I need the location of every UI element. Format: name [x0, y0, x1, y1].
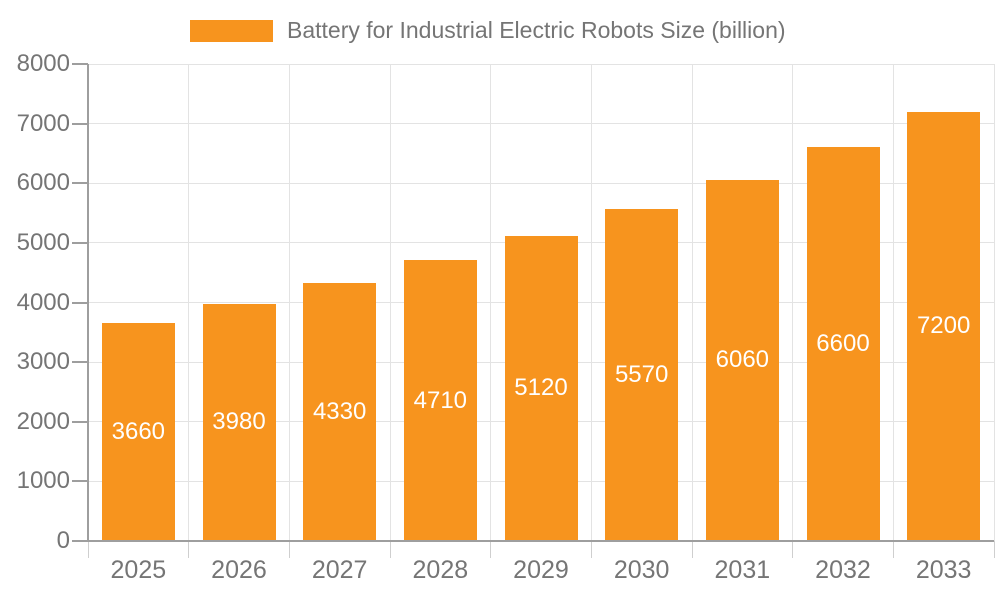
x-axis-tick-label: 2030: [613, 556, 670, 584]
bar-value-label: 4330: [312, 397, 367, 425]
bar-value-label: 4710: [413, 386, 468, 414]
y-axis-tick-label: 4000: [16, 288, 70, 316]
y-axis-tick-label: 7000: [16, 109, 70, 137]
x-axis-tick: [892, 541, 894, 558]
bar[interactable]: 3980: [202, 303, 276, 541]
gridline-horizontal: [88, 123, 994, 125]
y-axis-tick-label: 5000: [16, 228, 70, 256]
bar[interactable]: 6060: [705, 179, 779, 541]
gridline-vertical: [490, 64, 492, 541]
gridline-horizontal: [88, 63, 994, 65]
x-axis-line: [88, 540, 994, 542]
x-axis-tick-label: 2028: [412, 556, 469, 584]
x-axis-tick: [590, 541, 592, 558]
gridline-vertical: [288, 64, 290, 541]
bar[interactable]: 7200: [907, 111, 981, 541]
bar-value-label: 6600: [816, 330, 870, 358]
gridline-vertical: [691, 64, 693, 541]
legend-label: Battery for Industrial Electric Robots S…: [287, 17, 786, 43]
gridline-vertical: [892, 64, 894, 541]
gridline-vertical: [993, 64, 995, 541]
y-axis-tick-label: 8000: [16, 50, 70, 77]
y-axis-tick-label: 2000: [16, 407, 70, 435]
x-axis-tick: [691, 541, 693, 558]
x-axis-tick: [490, 541, 492, 558]
y-axis-tick: [72, 480, 88, 483]
legend-swatch-icon: [190, 19, 273, 42]
bar-value-label: 5120: [514, 374, 568, 402]
y-axis-tick-label: 6000: [16, 169, 70, 197]
x-axis-tick: [792, 541, 794, 558]
gridline-vertical: [792, 64, 794, 541]
x-axis-tick-label: 2033: [915, 556, 972, 584]
x-axis-tick-label: 2029: [513, 556, 569, 584]
legend[interactable]: Battery for Industrial Electric Robots S…: [190, 19, 786, 42]
x-axis-tick: [993, 541, 995, 558]
bar-value-label: 3660: [111, 417, 166, 445]
bar[interactable]: 3660: [101, 322, 175, 541]
x-axis-tick-label: 2032: [815, 556, 871, 584]
bar-value-label: 7200: [916, 312, 971, 340]
y-axis-tick: [72, 420, 88, 423]
y-axis-tick: [72, 301, 88, 304]
bar[interactable]: 6600: [806, 147, 880, 541]
gridline-vertical: [188, 64, 190, 541]
bar[interactable]: 5570: [605, 208, 679, 541]
x-axis-tick-label: 2026: [211, 556, 267, 584]
bar-value-label: 3980: [212, 408, 266, 436]
x-axis-tick-label: 2025: [110, 556, 167, 584]
bar[interactable]: 4330: [303, 282, 377, 541]
y-axis-tick-label: 1000: [16, 467, 70, 495]
gridline-horizontal: [88, 182, 994, 184]
plot-area: 3660 3980 4330 4710 5120 5570 6060 6600 7200: [87, 63, 995, 542]
x-axis-tick: [288, 541, 290, 558]
y-axis-tick: [72, 63, 88, 65]
x-axis-tick-label: 2031: [714, 556, 771, 584]
x-axis-tick-label: 2027: [311, 556, 368, 584]
y-axis-line: [87, 64, 89, 541]
bar[interactable]: 4710: [403, 260, 477, 541]
x-axis-tick: [188, 541, 190, 558]
y-axis-tick: [72, 540, 88, 542]
y-axis-tick: [72, 361, 88, 364]
gridline-vertical: [389, 64, 391, 541]
y-axis-tick: [72, 122, 88, 125]
y-axis-tick: [72, 241, 88, 244]
gridline-vertical: [590, 64, 592, 541]
bar-value-label: 6060: [715, 346, 770, 374]
bar[interactable]: 5120: [504, 235, 578, 541]
x-axis-tick: [389, 541, 391, 558]
x-axis-tick: [87, 541, 89, 558]
bar-value-label: 5570: [614, 360, 669, 388]
y-axis-tick-label: 0: [56, 527, 70, 554]
y-axis-tick: [72, 182, 88, 185]
y-axis-tick-label: 3000: [16, 348, 70, 376]
